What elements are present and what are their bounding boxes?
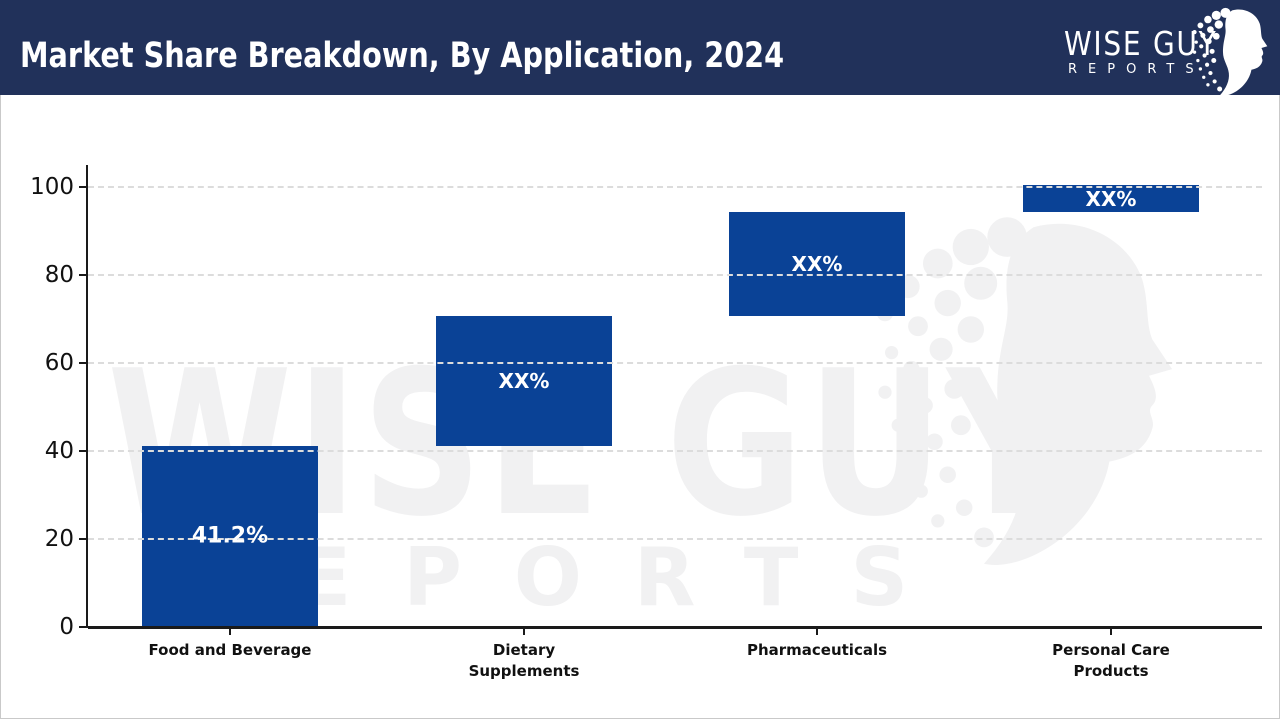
y-tick-label: 0 [59, 614, 74, 640]
x-axis [88, 626, 1262, 629]
bar-segment [729, 212, 905, 316]
gridline [88, 186, 1262, 188]
y-tick-label: 60 [44, 350, 74, 376]
x-tick-mark [816, 628, 818, 635]
bar-value-label: XX% [791, 252, 843, 276]
y-tick-mark [79, 538, 86, 540]
gridline [88, 362, 1262, 364]
x-category-label: Dietary Supplements [468, 641, 580, 680]
bar-segment [142, 445, 318, 627]
y-tick-label: 20 [44, 526, 74, 552]
bar-segment [1023, 185, 1199, 213]
y-tick-mark [79, 186, 86, 188]
brand-name: WISE GUY [1064, 24, 1218, 63]
y-tick-label: 100 [30, 174, 74, 200]
y-tick-label: 80 [44, 262, 74, 288]
brand-logo: WISE GUY REPORTS [1032, 0, 1272, 96]
x-tick-mark [229, 628, 231, 635]
bar-value-label: XX% [1085, 186, 1137, 211]
brand-subname: REPORTS [1068, 62, 1205, 77]
x-tick-mark [523, 628, 525, 635]
y-tick-mark [79, 626, 86, 628]
x-category-label: Pharmaceuticals [746, 641, 888, 659]
x-category-label: Personal Care Products [1052, 641, 1170, 680]
header-bar: Market Share Breakdown, By Application, … [0, 0, 1280, 96]
page-title: Market Share Breakdown, By Application, … [20, 36, 785, 76]
bar-value-label: XX% [498, 368, 550, 393]
gridline [88, 538, 1262, 540]
y-tick-mark [79, 274, 86, 276]
bar-value-label: 41.2% [191, 523, 269, 549]
gridline [88, 274, 1262, 276]
y-tick-mark [79, 362, 86, 364]
y-tick-mark [79, 450, 86, 452]
y-axis [86, 165, 88, 628]
x-tick-mark [1110, 628, 1112, 635]
bar-segment [436, 315, 612, 446]
wiseguy-face-icon [1192, 7, 1268, 96]
x-category-label: Food and Beverage [148, 641, 312, 659]
gridline [88, 450, 1262, 452]
y-tick-label: 40 [44, 438, 74, 464]
